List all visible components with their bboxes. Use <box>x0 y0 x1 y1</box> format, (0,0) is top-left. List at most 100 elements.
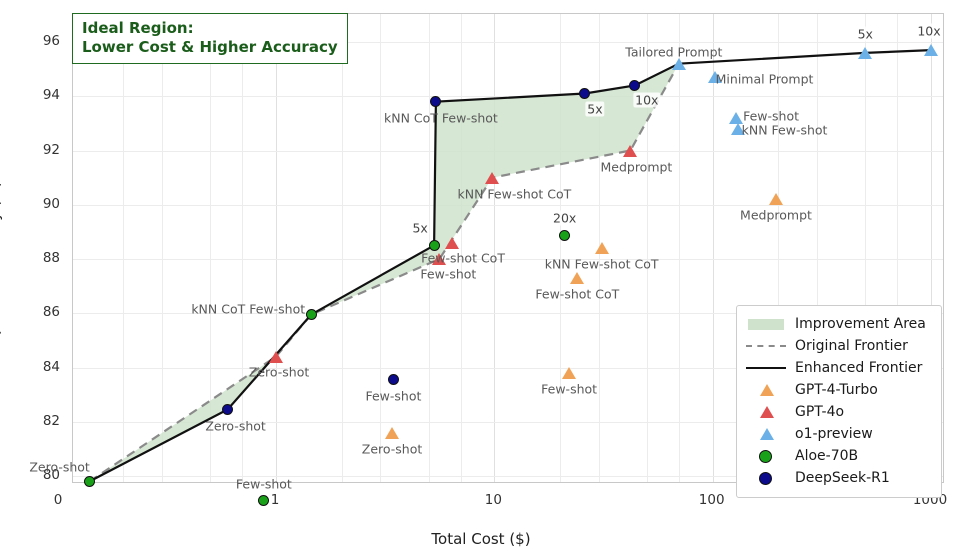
multiplier-label: 10x <box>633 92 661 108</box>
legend-item[interactable]: Original Frontier <box>746 335 932 357</box>
legend-swatch-circle <box>746 469 786 487</box>
legend-item[interactable]: DeepSeek-R1 <box>746 467 932 489</box>
grid-line-horizontal <box>73 476 943 477</box>
grid-line-vertical <box>931 14 932 482</box>
grid-line-vertical <box>161 14 163 482</box>
point-label: kNN CoT Few-shot <box>383 110 498 126</box>
data-point-gpt-4o <box>485 171 500 184</box>
grid-line-horizontal <box>73 204 943 206</box>
data-point-aloe-70b <box>84 475 96 487</box>
point-label: Zero-shot <box>29 459 90 475</box>
data-point-deepseek-r1 <box>430 96 442 108</box>
point-label: Few-shot <box>365 388 422 404</box>
point-label: Few-shot <box>235 476 292 492</box>
multiplier-label: 5x <box>855 26 875 42</box>
grid-line-vertical <box>341 14 343 482</box>
data-point-gpt-4o <box>432 253 447 265</box>
data-point-gpt-4o <box>623 144 638 157</box>
legend-swatch-area <box>746 315 786 333</box>
legend-label: Improvement Area <box>795 316 926 332</box>
legend-item[interactable]: Aloe-70B <box>746 445 932 467</box>
point-label: Zero-shot <box>205 418 266 434</box>
data-point-aloe-70b <box>305 309 317 321</box>
data-point-deepseek-r1 <box>222 404 234 416</box>
data-point-o1-preview <box>729 111 744 124</box>
legend-label: DeepSeek-R1 <box>795 470 890 486</box>
data-point-gpt-4o <box>269 350 283 363</box>
ideal-region-line1: Ideal Region: <box>82 19 194 37</box>
data-point-deepseek-r1 <box>629 79 641 91</box>
point-label: kNN Few-shot CoT <box>457 186 572 202</box>
grid-line-vertical <box>460 14 462 482</box>
grid-line-vertical <box>778 14 780 482</box>
data-point-o1-preview <box>924 44 938 57</box>
legend-label: GPT-4o <box>795 404 845 420</box>
grid-line-vertical <box>123 14 125 482</box>
data-point-deepseek-r1 <box>387 374 399 386</box>
point-label: Few-shot <box>541 381 598 397</box>
grid-line-horizontal <box>73 313 943 315</box>
legend-label: Original Frontier <box>795 338 908 354</box>
point-label: Few-shot CoT <box>421 250 505 266</box>
grid-line-vertical <box>712 14 714 482</box>
y-tick-label: 92 <box>42 141 60 158</box>
data-point-gpt-4o <box>445 236 460 249</box>
grid-line-vertical <box>678 14 680 482</box>
legend-item[interactable]: GPT-4-Turbo <box>746 379 932 401</box>
point-label: Medprompt <box>740 207 812 223</box>
legend-swatch-circle <box>746 447 786 465</box>
point-label: Minimal Prompt <box>715 71 814 87</box>
grid-line-horizontal <box>73 42 943 43</box>
data-point-o1-preview <box>858 46 873 59</box>
legend-label: Enhanced Frontier <box>795 360 923 376</box>
legend-item[interactable]: Improvement Area <box>746 313 932 335</box>
x-tick-label: 10 <box>484 492 502 508</box>
grid-line-horizontal <box>73 421 943 423</box>
legend-item[interactable]: Enhanced Frontier <box>746 357 932 379</box>
y-tick-label: 90 <box>42 195 60 212</box>
x-tick-label: 1 <box>270 492 280 508</box>
multiplier-label: 5x <box>410 220 430 236</box>
y-tick-label: 84 <box>42 358 60 375</box>
legend-item[interactable]: o1-preview <box>746 423 932 445</box>
legend-swatch-dashed <box>746 337 786 355</box>
data-point-deepseek-r1 <box>579 88 591 100</box>
y-axis-label: MedQA Test Accuracy (%) <box>0 180 3 374</box>
grid-line-vertical <box>380 14 382 482</box>
point-label: Medprompt <box>600 159 673 174</box>
legend-label: GPT-4-Turbo <box>795 382 878 398</box>
point-label: Zero-shot <box>248 364 310 380</box>
point-label: Few-shot CoT <box>535 286 620 302</box>
y-tick-label: 96 <box>42 33 60 49</box>
legend-swatch-triangle <box>746 381 786 399</box>
grid-line-vertical <box>210 14 212 482</box>
ideal-region-annotation: Ideal Region: Lower Cost & Higher Accura… <box>72 13 348 64</box>
point-label: Zero-shot <box>361 441 423 457</box>
multiplier-label: 5x <box>585 101 605 117</box>
multiplier-label: 20x <box>551 210 579 226</box>
grid-line-vertical <box>646 14 648 482</box>
data-point-o1-preview <box>730 122 745 135</box>
grid-line-vertical <box>242 14 244 482</box>
data-point-gpt-4-turbo <box>385 426 400 439</box>
x-axis-label: Total Cost ($) <box>431 530 531 548</box>
y-tick-label: 88 <box>42 250 60 266</box>
grid-line-vertical <box>865 14 867 482</box>
legend-item[interactable]: GPT-4o <box>746 401 932 423</box>
legend-label: Aloe-70B <box>795 448 859 464</box>
data-point-o1-preview <box>671 57 686 70</box>
grid-line-vertical <box>897 14 899 482</box>
x-tick-label: 0 <box>53 492 63 508</box>
grid-line-vertical <box>816 14 818 482</box>
data-point-gpt-4-turbo <box>570 271 585 284</box>
legend-swatch-solid <box>746 359 786 377</box>
x-tick-label: 100 <box>698 492 725 508</box>
point-label: kNN Few-shot <box>741 122 828 138</box>
data-point-aloe-70b <box>559 230 571 242</box>
improvement-area <box>89 63 679 482</box>
ideal-region-line2: Lower Cost & Higher Accuracy <box>82 37 338 56</box>
grid-line-horizontal <box>73 259 943 260</box>
grid-line-vertical <box>560 14 562 482</box>
y-tick-label: 82 <box>42 412 60 429</box>
